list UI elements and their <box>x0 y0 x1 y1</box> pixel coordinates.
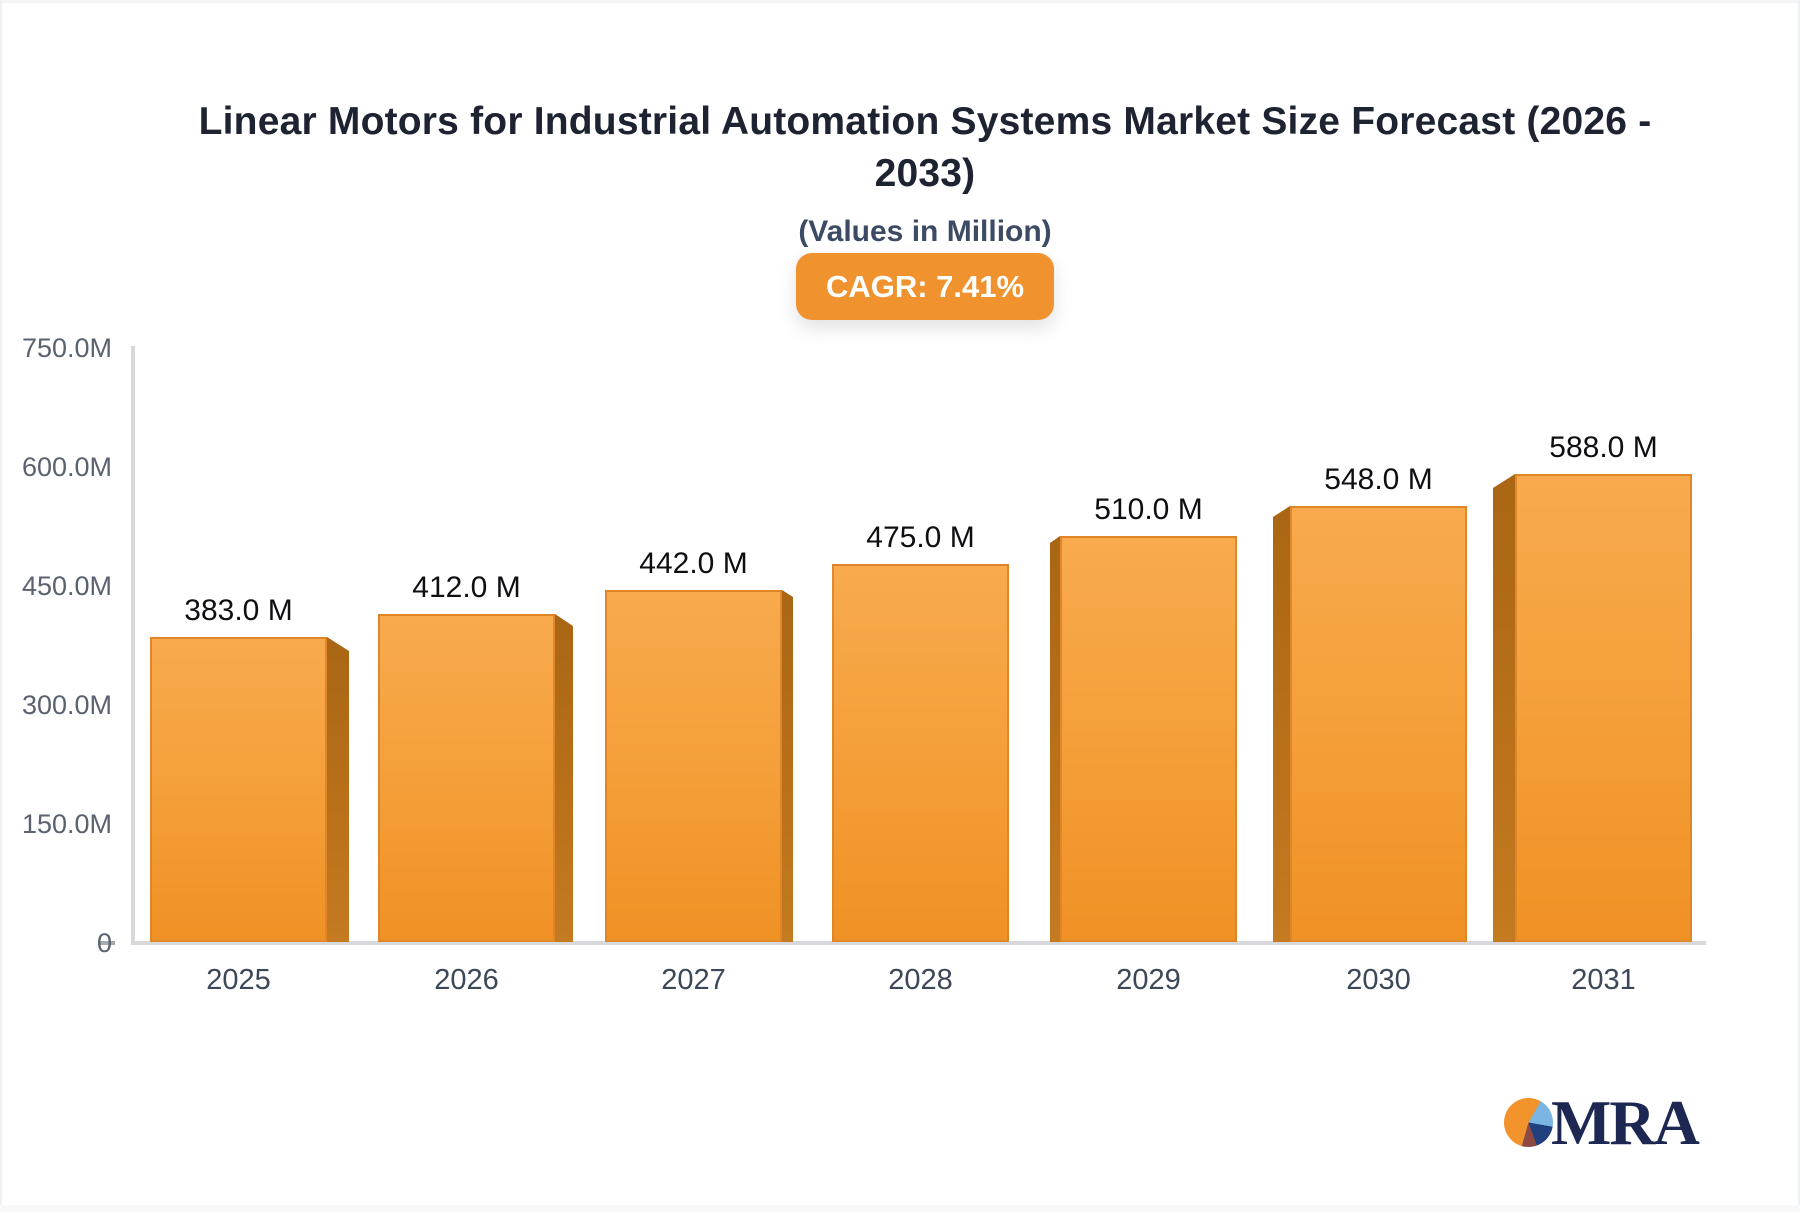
bar-2030[interactable] <box>1290 506 1467 942</box>
y-tick-label: 450.0M <box>21 571 112 601</box>
bar-value-label-2031: 588.0 M <box>1549 431 1658 464</box>
bar-side-2025 <box>327 637 349 942</box>
x-tick-label-2026: 2026 <box>434 964 499 996</box>
mra-logo: MRA <box>1504 1088 1764 1158</box>
x-tick-label-2025: 2025 <box>206 964 271 996</box>
y-tick-label: 0 <box>96 928 112 958</box>
y-axis-zero-tick <box>98 941 115 945</box>
cagr-badge: CAGR: 7.41% <box>795 253 1055 320</box>
bar-value-label-2025: 383.0 M <box>184 594 293 627</box>
y-tick-label: 750.0M <box>21 333 112 363</box>
bar-2028[interactable] <box>832 564 1009 942</box>
bar-side-2027 <box>782 590 793 942</box>
x-tick-label-2031: 2031 <box>1571 964 1636 996</box>
page-frame-bottom <box>0 1205 1800 1212</box>
x-axis-line <box>131 941 1706 945</box>
bar-2025[interactable] <box>150 637 327 942</box>
bar-side-2030 <box>1273 506 1290 942</box>
bar-2029[interactable] <box>1060 536 1237 942</box>
page-frame-right <box>1798 0 1800 1212</box>
y-tick-label: 300.0M <box>21 690 112 720</box>
bar-2031[interactable] <box>1515 474 1692 942</box>
page-frame-left <box>0 0 2 1212</box>
bar-value-label-2026: 412.0 M <box>412 571 521 604</box>
page-frame-top <box>0 0 1800 3</box>
bar-side-2031 <box>1493 474 1515 942</box>
x-tick-label-2030: 2030 <box>1346 964 1411 996</box>
x-tick-label-2027: 2027 <box>661 964 726 996</box>
y-tick-label: 600.0M <box>21 452 112 482</box>
bar-side-2029 <box>1050 536 1060 942</box>
bar-side-2026 <box>555 614 573 942</box>
y-tick-label: 150.0M <box>21 809 112 839</box>
chart-header: Linear Motors for Industrial Automation … <box>25 0 1800 320</box>
bar-2027[interactable] <box>605 590 782 942</box>
bar-value-label-2030: 548.0 M <box>1324 463 1433 496</box>
chart-title-line-2: 2033) <box>874 152 976 195</box>
chart-subtitle: (Values in Million) <box>798 215 1052 248</box>
x-tick-label-2028: 2028 <box>888 964 953 996</box>
y-axis-line <box>131 346 135 941</box>
x-tick-label-2029: 2029 <box>1116 964 1181 996</box>
mra-logo-pie-icon <box>1504 1098 1553 1147</box>
chart-title-line-1: Linear Motors for Industrial Automation … <box>198 100 1652 143</box>
bar-value-label-2029: 510.0 M <box>1094 493 1203 526</box>
mra-logo-text: MRA <box>1551 1087 1700 1158</box>
bar-2026[interactable] <box>378 614 555 942</box>
bar-value-label-2027: 442.0 M <box>639 547 748 580</box>
bar-value-label-2028: 475.0 M <box>866 521 975 554</box>
